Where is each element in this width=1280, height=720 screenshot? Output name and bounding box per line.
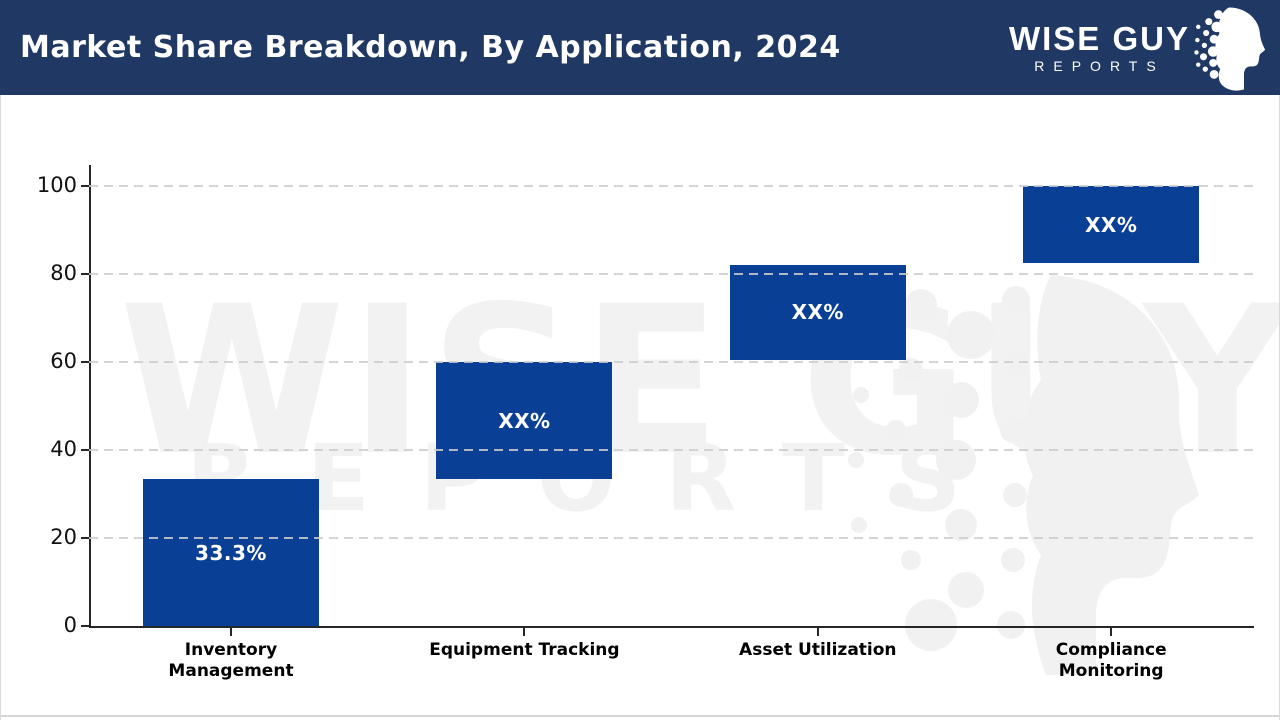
- x-tick-0: [230, 628, 232, 636]
- bar-inventory-management: 33.3%: [143, 479, 319, 626]
- logo-head-icon: [1194, 7, 1266, 91]
- bar-value-label: XX%: [791, 300, 844, 325]
- bar-asset-utilization: XX%: [729, 265, 906, 360]
- x-category-label-asset-utilization: Asset Utilization: [739, 640, 897, 660]
- gridline-80: [89, 273, 1254, 275]
- x-category-label-compliance-monitoring: Compliance Monitoring: [1055, 640, 1167, 681]
- gridline-60: [89, 361, 1254, 363]
- y-tick-label-80: 80: [50, 261, 77, 285]
- y-tick-60: [81, 361, 89, 363]
- y-tick-label-20: 20: [50, 525, 77, 549]
- bar-value-label: XX%: [1084, 212, 1138, 237]
- logo-wordmark: WISE GUY: [1008, 19, 1190, 57]
- y-tick-100: [81, 185, 89, 187]
- bar-equipment-tracking: XX%: [436, 362, 613, 480]
- header-bar: Market Share Breakdown, By Application, …: [0, 0, 1280, 95]
- wise-guy-logo: WISE GUY REPORTS: [1009, 0, 1266, 95]
- y-tick-label-40: 40: [50, 437, 77, 461]
- y-tick-label-100: 100: [36, 173, 77, 197]
- bar-value-label: 33.3%: [195, 540, 267, 565]
- x-category-label-equipment-tracking: Equipment Tracking: [429, 640, 620, 660]
- y-tick-label-0: 0: [63, 613, 77, 637]
- y-tick-80: [81, 273, 89, 275]
- x-category-label-inventory-management: Inventory Management: [168, 640, 294, 681]
- y-tick-label-60: 60: [50, 349, 77, 373]
- bar-value-label: XX%: [498, 408, 551, 433]
- y-tick-40: [81, 449, 89, 451]
- gridline-100: [89, 185, 1254, 187]
- chart-plot-area: WISE GUY REPORTS 33.3%XX%XX%XX%020406080…: [0, 95, 1280, 720]
- page-title: Market Share Breakdown, By Application, …: [20, 30, 841, 65]
- gridline-40: [89, 449, 1254, 451]
- y-axis: [89, 165, 91, 628]
- x-axis: [89, 626, 1254, 628]
- x-tick-1: [523, 628, 526, 636]
- watermark-head-icon: [839, 275, 1199, 675]
- x-tick-3: [1110, 628, 1113, 636]
- y-tick-0: [81, 625, 89, 627]
- gridline-20: [89, 537, 1254, 539]
- x-tick-2: [816, 628, 819, 636]
- logo-text: WISE GUY REPORTS: [1008, 19, 1190, 74]
- y-tick-20: [81, 537, 89, 539]
- bar-compliance-monitoring: XX%: [1023, 186, 1200, 263]
- bottom-divider: [1, 715, 1279, 717]
- logo-subtitle: REPORTS: [1034, 57, 1165, 74]
